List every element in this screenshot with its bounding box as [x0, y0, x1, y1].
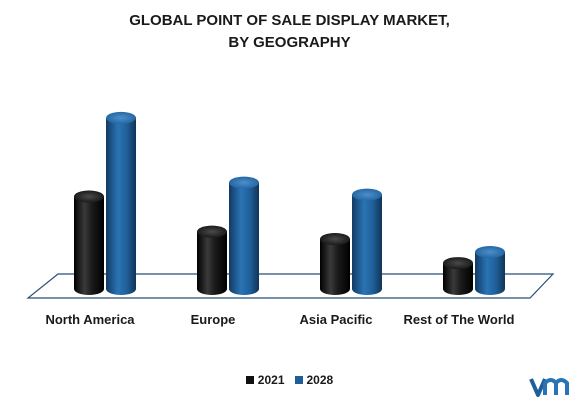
bar-2021-rest-of-the-world: [443, 257, 473, 295]
legend-label-2028: 2028: [306, 373, 334, 387]
vmr-logo-icon: [529, 378, 569, 397]
legend-swatch-2021: [245, 376, 254, 384]
bar-cap: [443, 257, 473, 270]
chart-title-line-2: BY GEOGRAPHY: [228, 34, 351, 51]
bar-2028-asia-pacific: [352, 188, 382, 295]
category-labels: North America Europe Asia Pacific Rest of T…: [45, 312, 514, 327]
bar-cap: [320, 233, 350, 246]
bar-body: [229, 182, 259, 295]
bar-body: [320, 239, 350, 295]
bar-body: [443, 263, 473, 295]
category-label-north-america: North America: [45, 312, 135, 327]
legend-swatch-2028: [294, 376, 303, 384]
category-label-europe: Europe: [191, 312, 236, 327]
chart-title-line-1: GLOBAL POINT OF SALE DISPLAY MARKET,: [129, 12, 450, 29]
chart-floor: [26, 273, 555, 299]
bar-2021-asia-pacific: [320, 233, 350, 295]
legend-label-2021: 2021: [257, 373, 285, 387]
bar-cap: [352, 188, 382, 201]
bar-body: [475, 252, 505, 295]
bar-body: [106, 117, 136, 295]
bar-cap: [229, 176, 259, 189]
bar-cap: [197, 225, 227, 238]
bar-cap: [475, 246, 505, 258]
bar-2021-north-america: [74, 190, 104, 295]
bar-2028-north-america: [106, 111, 136, 295]
legend: 2021 2028: [0, 373, 579, 387]
bar-body: [352, 194, 382, 295]
legend-item-2021: 2021: [245, 373, 285, 387]
bar-2028-europe: [229, 176, 259, 295]
bar-group: [74, 111, 505, 295]
legend-item-2028: 2028: [294, 373, 334, 387]
bar-2028-rest-of-the-world: [475, 246, 505, 295]
chart-title: GLOBAL POINT OF SALE DISPLAY MARKET, BY …: [0, 10, 579, 54]
bar-cap: [106, 111, 136, 124]
category-label-rest-of-the-world: Rest of The World: [404, 312, 515, 327]
bar-cap: [74, 190, 104, 203]
bar-body: [74, 196, 104, 295]
category-label-asia-pacific: Asia Pacific: [300, 312, 373, 327]
bar-2021-europe: [197, 225, 227, 295]
bar-body: [197, 231, 227, 295]
